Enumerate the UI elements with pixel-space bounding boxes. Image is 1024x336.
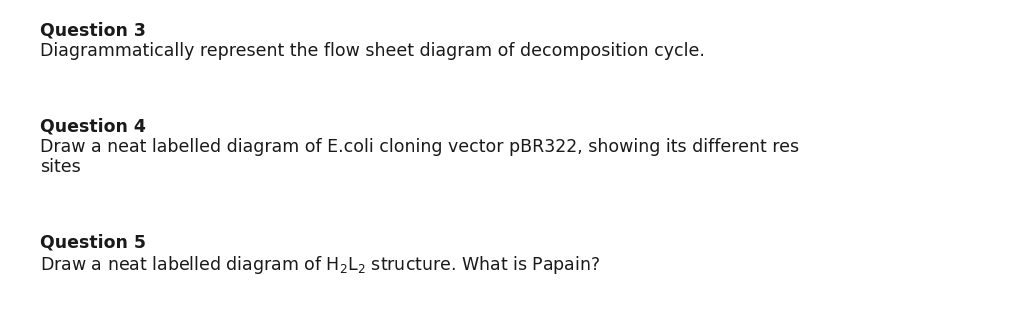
Text: Question 3: Question 3 <box>40 22 145 40</box>
Text: Draw a neat labelled diagram of E.coli cloning vector pBR322, showing its differ: Draw a neat labelled diagram of E.coli c… <box>40 138 799 156</box>
Text: Question 5: Question 5 <box>40 234 146 252</box>
Text: Draw a neat labelled diagram of H$_2$L$_2$ structure. What is Papain?: Draw a neat labelled diagram of H$_2$L$_… <box>40 254 600 276</box>
Text: Question 4: Question 4 <box>40 118 145 136</box>
Text: sites: sites <box>40 158 81 176</box>
Text: Diagrammatically represent the flow sheet diagram of decomposition cycle.: Diagrammatically represent the flow shee… <box>40 42 705 60</box>
